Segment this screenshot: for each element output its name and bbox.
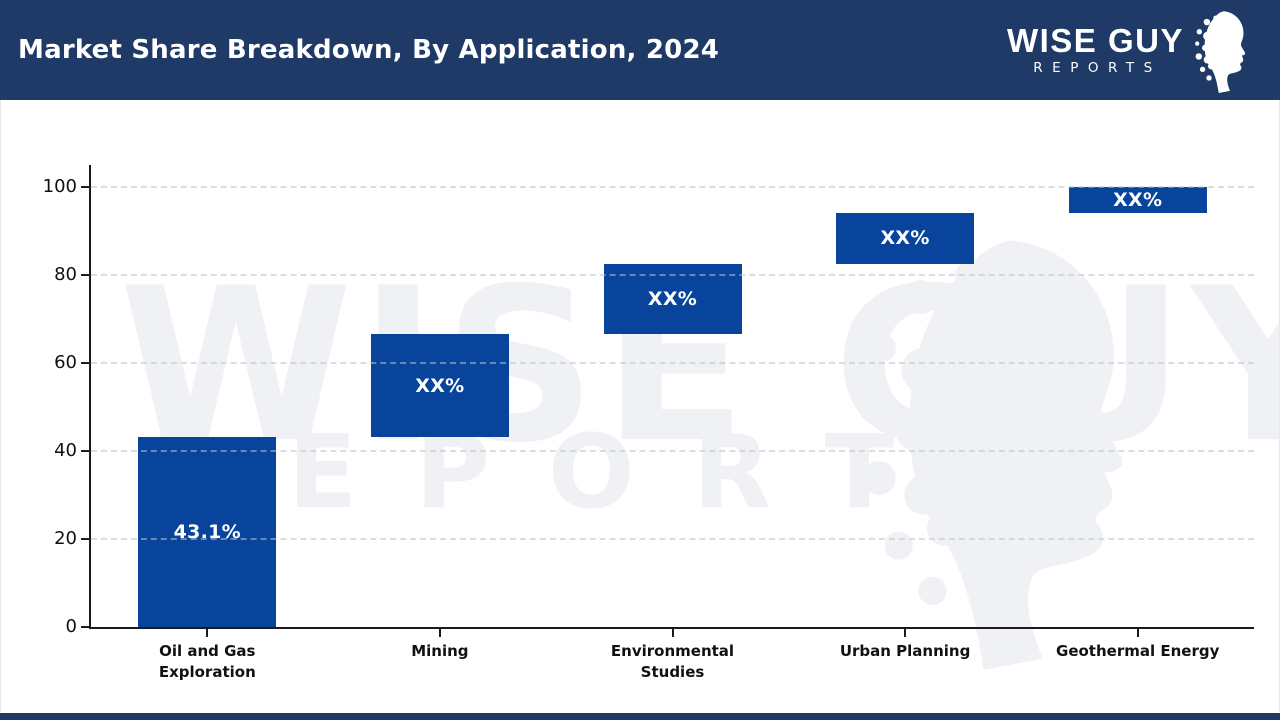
- x-category-label: Geothermal Energy: [1056, 642, 1220, 660]
- wiseguy-logo: WISE GUY REPORTS: [1007, 7, 1260, 93]
- bar-value-label: XX%: [415, 374, 465, 397]
- y-tick-mark: [81, 450, 89, 452]
- x-axis-line: [89, 627, 1254, 629]
- bar-segment: XX%: [370, 333, 509, 438]
- footer-bar: [0, 713, 1280, 720]
- y-tick-label: 0: [65, 616, 77, 637]
- x-tick-mark: [671, 629, 674, 637]
- x-category-label: Mining: [411, 642, 469, 660]
- bar-value-label: 43.1%: [173, 521, 241, 544]
- y-tick-label: 60: [54, 352, 77, 373]
- chart-canvas: WISE GUY REPORTS 0 20 40 60 80 100 43.1% XX% XX%…: [0, 100, 1280, 713]
- bar-value-label: XX%: [647, 287, 698, 310]
- header: Market Share Breakdown, By Application, …: [0, 0, 1280, 100]
- gridline: [91, 362, 1254, 364]
- watermark-subtitle-text: REPORTS: [151, 413, 1084, 532]
- x-tick-mark: [1136, 629, 1139, 637]
- logo-face-icon: [1195, 11, 1246, 93]
- y-tick-mark: [81, 274, 89, 276]
- page-title: Market Share Breakdown, By Application, …: [18, 35, 720, 65]
- bar-value-label: XX%: [1113, 188, 1163, 211]
- gridline: [91, 450, 1254, 452]
- bar-segment: 43.1%: [138, 437, 277, 627]
- y-tick-mark: [81, 186, 89, 188]
- gridline: [91, 186, 1254, 188]
- x-category-label: Urban Planning: [839, 642, 971, 660]
- logo-wordmark: WISE GUY REPORTS: [1007, 24, 1184, 76]
- y-tick-label: 100: [42, 176, 77, 197]
- x-tick-mark: [206, 629, 209, 637]
- bar-segment: XX%: [1068, 187, 1207, 213]
- bar-value-label: XX%: [880, 227, 930, 250]
- gridline: [91, 538, 1254, 540]
- x-tick-mark: [438, 629, 441, 637]
- y-tick-mark: [81, 538, 89, 540]
- y-tick-label: 20: [54, 528, 77, 549]
- x-category-label: Environmental Studies: [610, 642, 735, 681]
- y-tick-mark: [81, 626, 89, 628]
- logo-subtitle-text: REPORTS: [1033, 60, 1162, 77]
- logo-brand-text: WISE GUY: [1006, 22, 1184, 60]
- y-tick-mark: [81, 362, 89, 364]
- bar-segment: XX%: [836, 212, 975, 264]
- y-tick-label: 40: [54, 440, 77, 461]
- x-category-label: Oil and Gas Exploration: [158, 642, 256, 681]
- y-tick-label: 80: [54, 264, 77, 285]
- y-axis-line: [89, 165, 91, 629]
- gridline: [91, 274, 1254, 276]
- x-tick-mark: [904, 629, 907, 637]
- watermark-face-icon: [859, 240, 1123, 670]
